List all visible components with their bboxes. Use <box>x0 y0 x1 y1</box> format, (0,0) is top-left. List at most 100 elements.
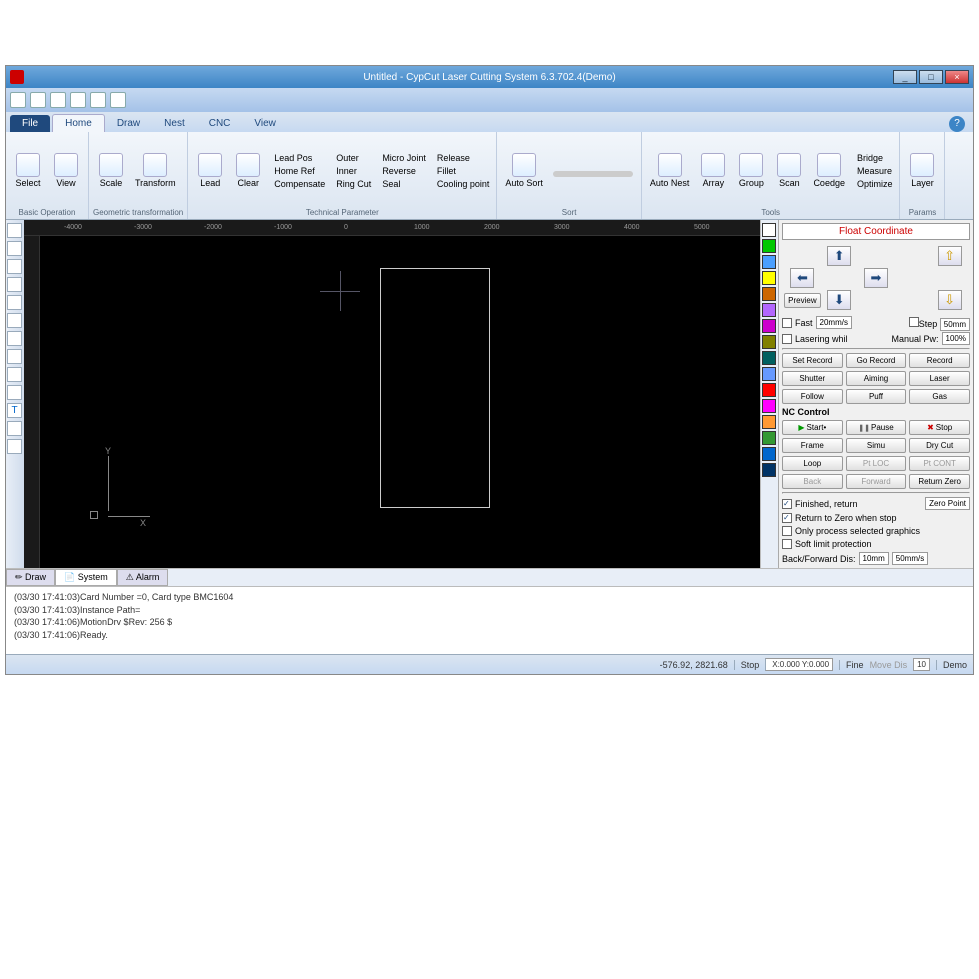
drawing-canvas[interactable]: Y X <box>40 236 760 568</box>
autosort-button[interactable]: Auto Sort <box>501 134 547 207</box>
preview-button[interactable]: Preview <box>784 293 820 308</box>
close-button[interactable]: × <box>945 70 969 84</box>
layer-color-0[interactable] <box>762 223 776 237</box>
ptcont-button[interactable]: Pt CONT <box>909 456 970 471</box>
qat-new-icon[interactable] <box>10 92 26 108</box>
tool-7[interactable] <box>7 331 22 346</box>
bridge-button[interactable]: Bridge <box>851 152 896 164</box>
layer-color-10[interactable] <box>762 383 776 397</box>
layer-color-1[interactable] <box>762 239 776 253</box>
cooling-button[interactable]: Cooling point <box>431 178 493 190</box>
setrecord-button[interactable]: Set Record <box>782 353 843 368</box>
tool-2[interactable] <box>7 241 22 256</box>
tool-1[interactable] <box>7 223 22 238</box>
release-button[interactable]: Release <box>431 152 493 164</box>
laser-button[interactable]: Laser <box>909 371 970 386</box>
layer-color-11[interactable] <box>762 399 776 413</box>
view-button[interactable]: View <box>48 134 84 207</box>
layer-color-6[interactable] <box>762 319 776 333</box>
returnzero-button[interactable]: Return Zero <box>909 474 970 489</box>
zeropoint-combo[interactable]: Zero Point <box>925 497 970 510</box>
jog-up-button[interactable]: ⬆ <box>827 246 851 266</box>
frame-button[interactable]: Frame <box>782 438 843 453</box>
qat-open-icon[interactable] <box>30 92 46 108</box>
qat-extra-icon[interactable] <box>110 92 126 108</box>
return-stop-checkbox[interactable] <box>782 513 792 523</box>
bfd1-value[interactable]: 10mm <box>859 552 889 565</box>
pause-button[interactable]: Pause <box>846 420 907 435</box>
tool-12[interactable] <box>7 439 22 454</box>
stop-button[interactable]: Stop <box>909 420 970 435</box>
loop-button[interactable]: Loop <box>782 456 843 471</box>
qat-save-icon[interactable] <box>50 92 66 108</box>
shutter-button[interactable]: Shutter <box>782 371 843 386</box>
reverse-button[interactable]: Reverse <box>376 165 429 177</box>
jog-right-button[interactable]: ➡ <box>864 268 888 288</box>
follow-button[interactable]: Follow <box>782 389 843 404</box>
tool-4[interactable] <box>7 277 22 292</box>
maximize-button[interactable]: □ <box>919 70 943 84</box>
qat-redo-icon[interactable] <box>90 92 106 108</box>
scale-button[interactable]: Scale <box>93 134 129 207</box>
seal-button[interactable]: Seal <box>376 178 429 190</box>
puff-button[interactable]: Puff <box>846 389 907 404</box>
finished-checkbox[interactable] <box>782 499 792 509</box>
jog-left-button[interactable]: ⬅ <box>790 268 814 288</box>
start-button[interactable]: Start• <box>782 420 843 435</box>
drycut-button[interactable]: Dry Cut <box>909 438 970 453</box>
system-log-tab[interactable]: 📄 System <box>55 569 117 586</box>
compensate-button[interactable]: Compensate <box>268 178 328 190</box>
layer-color-9[interactable] <box>762 367 776 381</box>
ptloc-button[interactable]: Pt LOC <box>846 456 907 471</box>
forward-button[interactable]: Forward <box>846 474 907 489</box>
z-down-button[interactable]: ⇩ <box>938 290 962 310</box>
layer-color-15[interactable] <box>762 463 776 477</box>
draw-log-tab[interactable]: ✏ Draw <box>6 569 55 586</box>
file-tab[interactable]: File <box>10 115 50 132</box>
scan-button[interactable]: Scan <box>771 134 807 207</box>
tool-5[interactable] <box>7 295 22 310</box>
array-button[interactable]: Array <box>695 134 731 207</box>
jog-down-button[interactable]: ⬇ <box>827 290 851 310</box>
z-up-button[interactable]: ⇧ <box>938 246 962 266</box>
fillet-button[interactable]: Fillet <box>431 165 493 177</box>
layer-color-3[interactable] <box>762 271 776 285</box>
bfd2-value[interactable]: 50mm/s <box>892 552 928 565</box>
view-tab[interactable]: View <box>242 115 288 132</box>
leadpos-button[interactable]: Lead Pos <box>268 152 328 164</box>
select-button[interactable]: Select <box>10 134 46 207</box>
tool-6[interactable] <box>7 313 22 328</box>
layer-color-4[interactable] <box>762 287 776 301</box>
cnc-tab[interactable]: CNC <box>197 115 243 132</box>
coedge-button[interactable]: Coedge <box>809 134 849 207</box>
lead-button[interactable]: Lead <box>192 134 228 207</box>
draw-tab[interactable]: Draw <box>105 115 152 132</box>
group-button[interactable]: Group <box>733 134 769 207</box>
fast-value[interactable]: 20mm/s <box>816 316 852 329</box>
status-pos[interactable]: X:0.000 Y:0.000 <box>765 658 833 671</box>
layer-button[interactable]: Layer <box>904 134 940 207</box>
lasering-checkbox[interactable] <box>782 334 792 344</box>
manual-pw-value[interactable]: 100% <box>942 332 970 345</box>
home-tab[interactable]: Home <box>52 114 105 132</box>
status-fine[interactable]: Fine <box>839 660 864 670</box>
layer-color-12[interactable] <box>762 415 776 429</box>
inner-button[interactable]: Inner <box>330 165 374 177</box>
layer-color-5[interactable] <box>762 303 776 317</box>
ringcut-button[interactable]: Ring Cut <box>330 178 374 190</box>
minimize-button[interactable]: _ <box>893 70 917 84</box>
homeref-button[interactable]: Home Ref <box>268 165 328 177</box>
alarm-log-tab[interactable]: ⚠ Alarm <box>117 569 169 586</box>
optimize-button[interactable]: Optimize <box>851 178 896 190</box>
step-value[interactable]: 50mm <box>940 318 970 331</box>
record-button[interactable]: Record <box>909 353 970 368</box>
aiming-button[interactable]: Aiming <box>846 371 907 386</box>
layer-color-13[interactable] <box>762 431 776 445</box>
microjoint-button[interactable]: Micro Joint <box>376 152 429 164</box>
fast-checkbox[interactable] <box>782 318 792 328</box>
help-icon[interactable]: ? <box>949 116 965 132</box>
qat-undo-icon[interactable] <box>70 92 86 108</box>
tool-9[interactable] <box>7 367 22 382</box>
status-move-val[interactable]: 10 <box>913 658 930 671</box>
drawn-rectangle[interactable] <box>380 268 490 508</box>
